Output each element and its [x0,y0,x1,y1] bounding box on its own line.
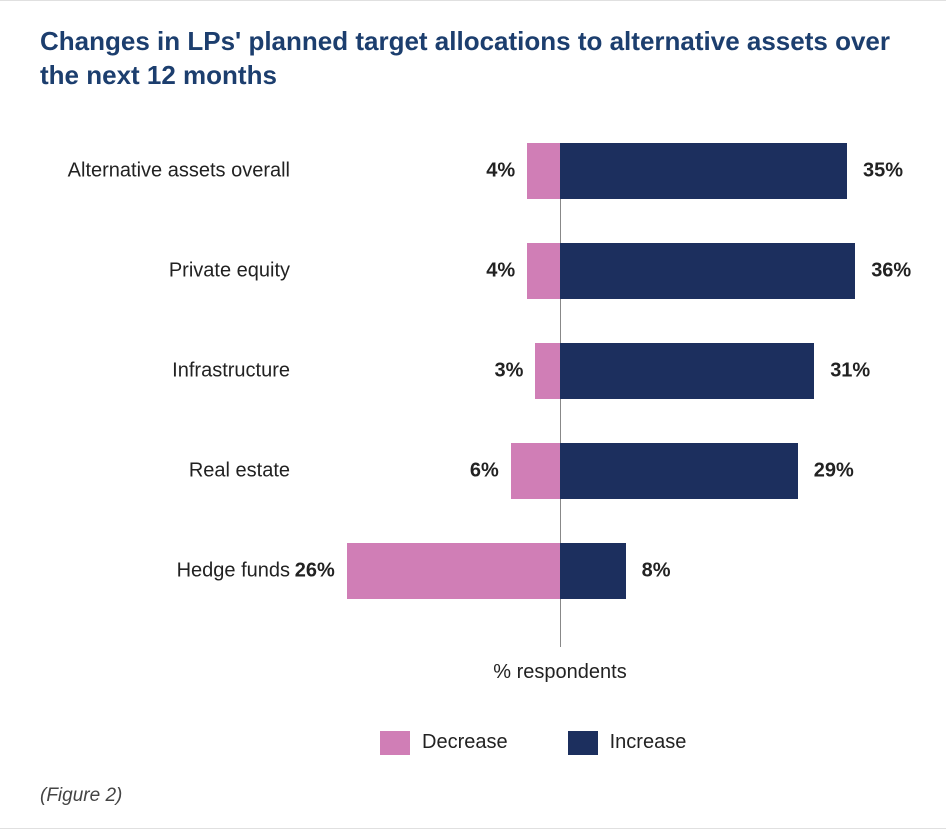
bar-decrease [347,543,560,599]
bar-increase [560,143,847,199]
chart-legend: Decrease Increase [380,731,946,755]
legend-label-decrease: Decrease [422,731,508,754]
category-label: Hedge funds [40,559,290,582]
chart-row: Real estate 6% 29% [40,443,900,499]
chart-row: Private equity4%36% [40,243,900,299]
bar-decrease [527,243,560,299]
chart-row: Alternative assets overall 4% 35% [40,143,900,199]
bar-increase [560,543,626,599]
value-label-increase: 35% [863,159,903,182]
legend-item-increase: Increase [568,731,687,755]
figure-label: (Figure 2) [40,785,906,807]
legend-label-increase: Increase [610,731,687,754]
bar-decrease [511,443,560,499]
chart-plot-area: Alternative assets overall 4% 35% Private e… [40,143,900,703]
value-label-increase: 8% [642,559,671,582]
bar-increase [560,243,855,299]
legend-swatch-increase [568,731,598,755]
chart-container: Changes in LPs' planned target allocatio… [0,1,946,827]
category-label: Alternative assets overall [40,159,290,182]
value-label-increase: 31% [830,359,870,382]
value-label-increase: 36% [871,259,911,282]
category-label: Private equity [40,259,290,282]
chart-title: Changes in LPs' planned target allocatio… [40,25,900,93]
xaxis-label: % respondents [493,661,626,684]
legend-swatch-decrease [380,731,410,755]
value-label-decrease: 6% [470,459,499,482]
bar-increase [560,443,798,499]
bar-decrease [535,343,560,399]
legend-item-decrease: Decrease [380,731,508,755]
value-label-increase: 29% [814,459,854,482]
category-label: Real estate [40,459,290,482]
category-label: Infrastructure [40,359,290,382]
value-label-decrease: 26% [295,559,335,582]
chart-row: Hedge funds26% 8% [40,543,900,599]
value-label-decrease: 3% [495,359,524,382]
chart-row: Infrastructure 3% 31% [40,343,900,399]
value-label-decrease: 4% [486,159,515,182]
value-label-decrease: 4% [486,259,515,282]
bar-decrease [527,143,560,199]
bar-increase [560,343,814,399]
